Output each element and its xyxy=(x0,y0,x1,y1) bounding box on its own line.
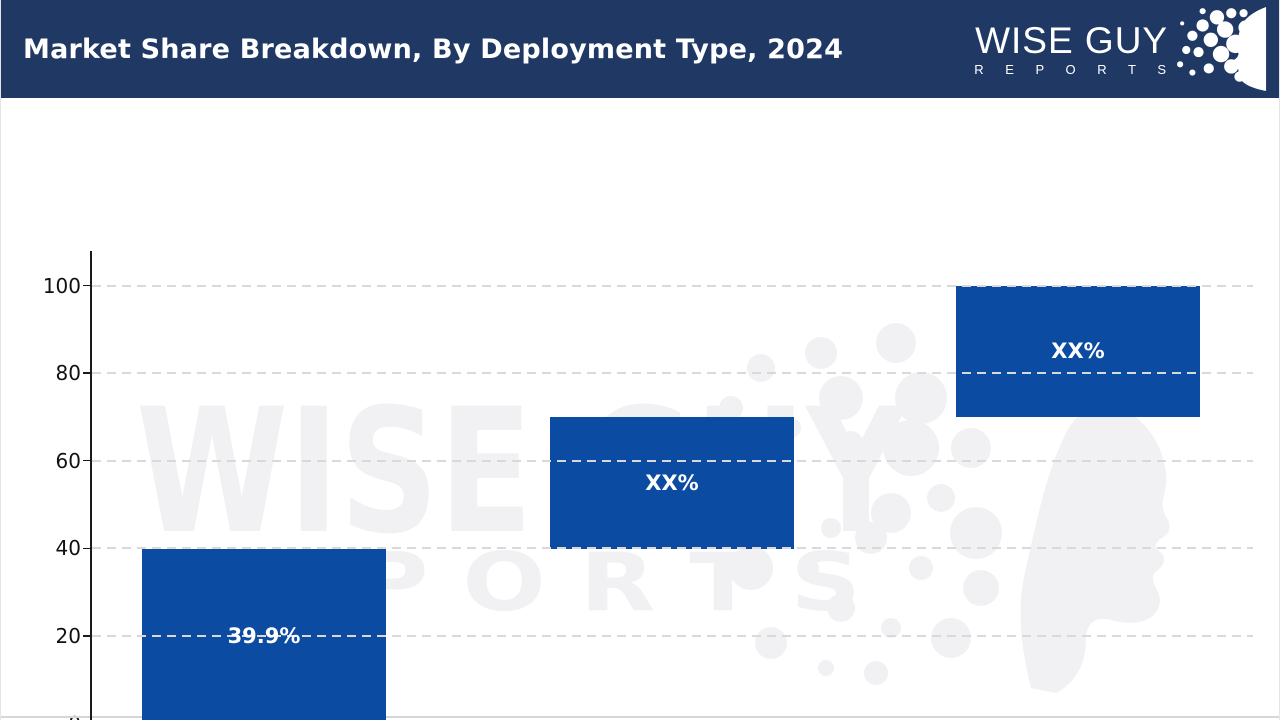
logo-subtitle: R E P O R T S xyxy=(974,62,1175,77)
y-tick-mark xyxy=(83,635,91,637)
bar-value-label: XX% xyxy=(1051,339,1105,364)
bar xyxy=(142,548,386,720)
y-tick-label: 40 xyxy=(55,536,81,561)
bar-value-label: 39.9% xyxy=(227,624,301,649)
logo-face-icon xyxy=(1177,7,1267,91)
y-tick-label: 60 xyxy=(55,448,81,473)
header-bar: Market Share Breakdown, By Deployment Ty… xyxy=(1,0,1279,98)
y-tick-mark xyxy=(83,547,91,550)
y-tick-label: 100 xyxy=(42,273,81,298)
page-title: Market Share Breakdown, By Deployment Ty… xyxy=(23,33,844,65)
y-tick-mark xyxy=(83,372,91,374)
y-tick-label: 20 xyxy=(55,623,81,648)
y-tick-mark xyxy=(83,284,91,287)
chart-area: WISE GUY R E P O R T S 02040608010039 xyxy=(1,98,1279,720)
logo-name: WISE GUY xyxy=(975,20,1169,61)
gridline xyxy=(92,284,1253,287)
bottom-divider xyxy=(1,716,1279,718)
wise-guy-logo: WISE GUY R E P O R T S xyxy=(968,5,1267,93)
gridline xyxy=(92,459,1253,462)
y-tick-label: 0 xyxy=(11,712,81,720)
gridline xyxy=(92,634,1253,637)
y-tick-label: 80 xyxy=(55,361,81,386)
gridline xyxy=(92,372,1253,375)
y-tick-mark xyxy=(83,459,91,462)
gridline xyxy=(92,547,1253,550)
bar-value-label: XX% xyxy=(645,470,699,495)
y-axis-line xyxy=(90,251,92,720)
logo-text: WISE GUY R E P O R T S xyxy=(968,22,1175,76)
bar xyxy=(550,416,794,549)
